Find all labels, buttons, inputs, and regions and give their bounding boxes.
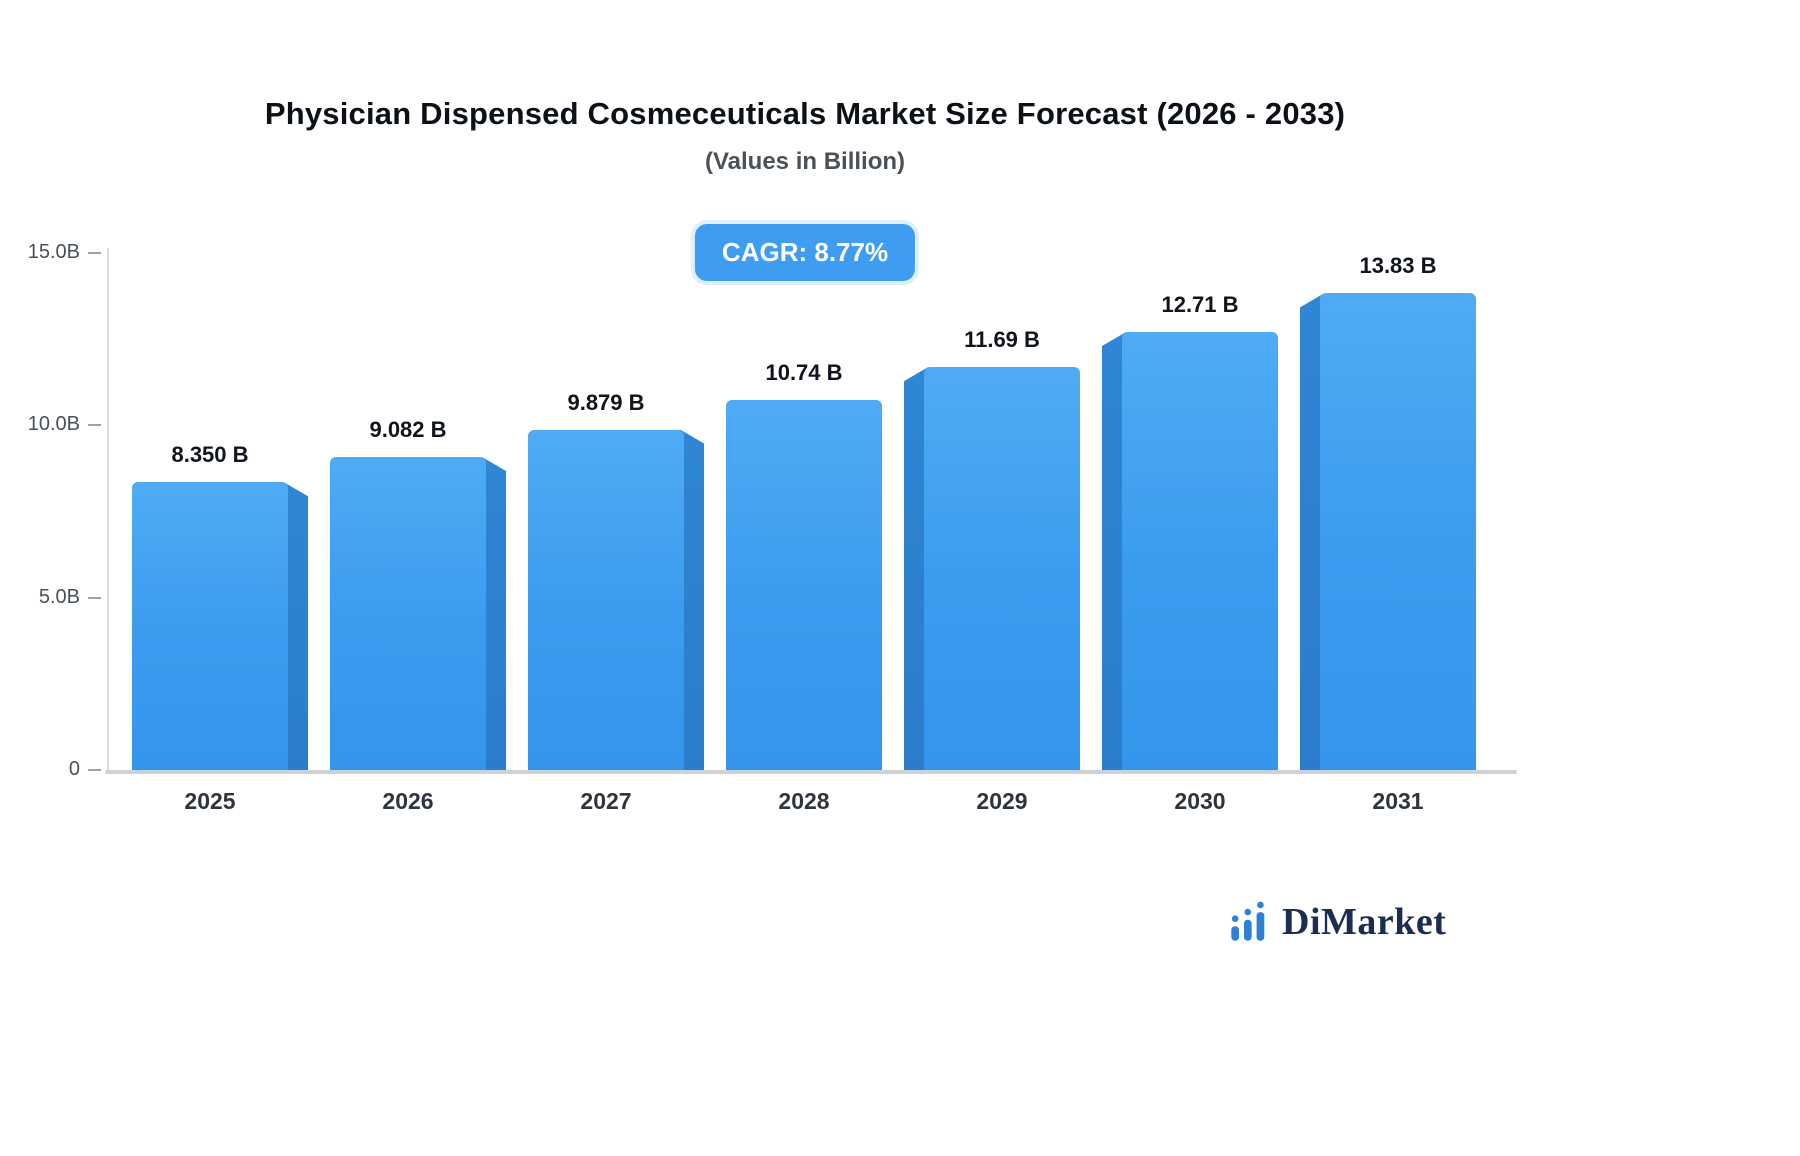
x-tick-label: 2026 — [382, 788, 434, 814]
plot-area: 8.350 B 9.082 B 9.879 B 10.74 B 11.69 B 12.71… — [110, 253, 1510, 770]
y-tick-label: 0 — [68, 758, 80, 780]
brand-logo: DiMarket — [1228, 900, 1446, 944]
y-tick-mark — [88, 424, 101, 427]
y-tick-label: 5.0B — [38, 585, 80, 608]
bar-value-label: 13.83 B — [1359, 253, 1437, 279]
x-axis-line — [105, 770, 1517, 774]
bar — [330, 456, 486, 770]
bar-value-label: 9.082 B — [369, 416, 447, 442]
bar-value-label: 8.350 B — [171, 442, 249, 468]
bar-value-label: 9.879 B — [567, 389, 645, 415]
bar — [1320, 293, 1476, 770]
y-tick-mark — [88, 769, 101, 771]
bar — [726, 399, 882, 770]
bar — [1122, 331, 1278, 770]
bar — [528, 429, 684, 770]
bar — [924, 367, 1080, 770]
bar-value-label: 10.74 B — [765, 359, 843, 385]
x-tick-label: 2025 — [184, 788, 236, 814]
bar-value-label: 12.71 B — [1161, 291, 1239, 317]
y-axis-line — [107, 248, 109, 771]
bar-side-face — [680, 429, 704, 770]
bar — [132, 482, 288, 770]
bar-value-label: 11.69 B — [964, 327, 1040, 353]
x-tick-label: 2029 — [976, 788, 1028, 814]
chart-subtitle: (Values in Billion) — [704, 148, 906, 175]
x-tick-label: 2030 — [1174, 788, 1226, 814]
bar-side-face — [482, 456, 506, 770]
y-tick-mark — [88, 596, 101, 599]
x-tick-label: 2031 — [1372, 788, 1424, 814]
bar-chart-dots-icon — [1228, 900, 1272, 944]
bar-side-face — [284, 482, 308, 770]
cagr-badge: CAGR: 8.77% — [694, 224, 916, 281]
y-tick-label: 15.0B — [27, 241, 80, 263]
x-tick-label: 2028 — [778, 788, 830, 814]
y-tick-label: 10.0B — [27, 413, 80, 436]
brand-logo-text: DiMarket — [1282, 901, 1447, 943]
x-tick-label: 2027 — [580, 788, 632, 814]
y-tick-mark — [88, 252, 101, 254]
chart-title: Physician Dispensed Cosmeceuticals Marke… — [264, 96, 1346, 131]
